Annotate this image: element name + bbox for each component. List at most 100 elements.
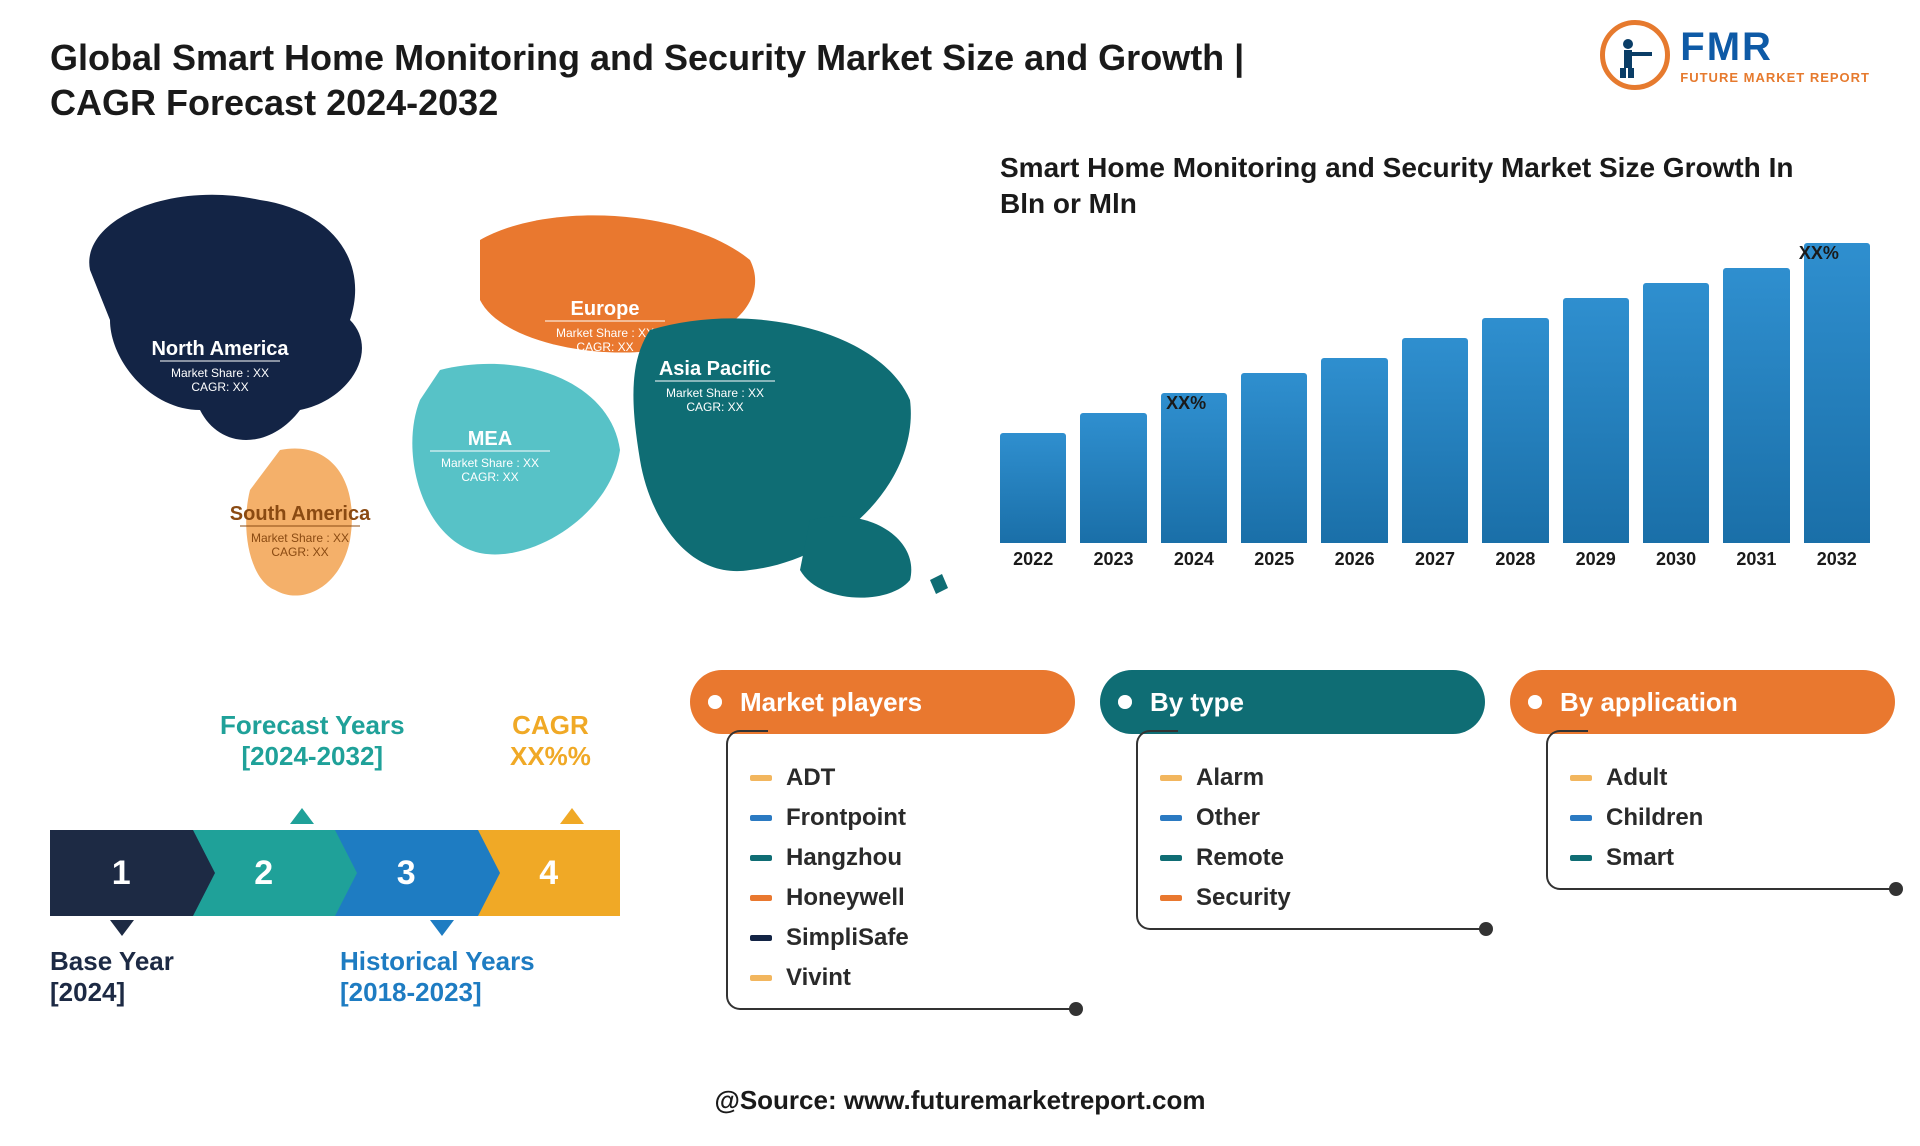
bullet-icon <box>1118 695 1132 709</box>
svg-text:CAGR: XX: CAGR: XX <box>191 380 248 394</box>
color-swatch <box>1570 775 1592 781</box>
cagr-label: CAGR XX%% <box>510 710 591 772</box>
svg-text:MEA: MEA <box>468 428 512 450</box>
category-title: By application <box>1560 687 1738 718</box>
bar-annotation: XX% <box>1166 393 1206 414</box>
bar-2024: 2024 <box>1161 393 1227 570</box>
source-attribution: @Source: www.futuremarketreport.com <box>0 1085 1920 1116</box>
category-header: Market players <box>690 670 1075 734</box>
bracket-icon: Adult Children Smart <box>1546 748 1895 890</box>
world-map: North AmericaMarket Share : XXCAGR: XXSo… <box>50 150 960 610</box>
svg-text:CAGR: XX: CAGR: XX <box>271 545 328 559</box>
arrow-down-icon <box>110 920 134 936</box>
list-item: Alarm <box>1138 758 1485 798</box>
svg-text:Market Share : XX: Market Share : XX <box>666 386 764 400</box>
bar-2025: 2025 <box>1241 373 1307 570</box>
svg-text:South America: South America <box>230 503 371 525</box>
forecast-label: Forecast Years [2024-2032] <box>220 710 405 772</box>
color-swatch <box>750 815 772 821</box>
list-item: Children <box>1548 798 1895 838</box>
bracket-icon: Alarm Other Remote Security <box>1136 748 1485 930</box>
bar-2032: 2032 <box>1804 243 1870 570</box>
list-item: Honeywell <box>728 878 1075 918</box>
timeline-steps: Forecast Years [2024-2032] CAGR XX%% 123… <box>50 710 620 1080</box>
color-swatch <box>1570 815 1592 821</box>
list-item: Smart <box>1548 838 1895 878</box>
svg-text:Market Share : XX: Market Share : XX <box>556 326 654 340</box>
item-label: Remote <box>1196 844 1284 872</box>
bar-2026: 2026 <box>1321 358 1387 570</box>
bullet-icon <box>1528 695 1542 709</box>
region-ap-aus <box>800 516 911 597</box>
timeline-step-1: 1 <box>50 830 193 916</box>
list-item: ADT <box>728 758 1075 798</box>
bullet-icon <box>708 695 722 709</box>
item-label: Frontpoint <box>786 804 906 832</box>
list-item: Frontpoint <box>728 798 1075 838</box>
bracket-icon: ADT Frontpoint Hangzhou Honeywell Simpli… <box>726 748 1075 1010</box>
bar-2029: 2029 <box>1563 298 1629 570</box>
item-label: Alarm <box>1196 764 1264 792</box>
svg-text:Market Share : XX: Market Share : XX <box>441 456 539 470</box>
region-na <box>89 195 362 440</box>
list-item: Security <box>1138 878 1485 918</box>
item-label: Children <box>1606 804 1703 832</box>
arrow-up-icon <box>290 808 314 824</box>
category-title: By type <box>1150 687 1244 718</box>
svg-text:CAGR: XX: CAGR: XX <box>461 470 518 484</box>
logo-main-text: FMR <box>1680 25 1870 70</box>
category-title: Market players <box>740 687 922 718</box>
bar-2022: 2022 <box>1000 433 1066 570</box>
color-swatch <box>1160 895 1182 901</box>
list-item: Hangzhou <box>728 838 1075 878</box>
list-item: Other <box>1138 798 1485 838</box>
page-title: Global Smart Home Monitoring and Securit… <box>50 35 1320 125</box>
color-swatch <box>750 935 772 941</box>
category-header: By type <box>1100 670 1485 734</box>
item-label: Vivint <box>786 964 851 992</box>
category-application: By application Adult Children Smart <box>1510 670 1895 890</box>
base-year-label: Base Year [2024] <box>50 946 174 1008</box>
bar-2031: 2031 <box>1723 268 1789 570</box>
list-item: Adult <box>1548 758 1895 798</box>
bar-2030: 2030 <box>1643 283 1709 570</box>
color-swatch <box>1160 855 1182 861</box>
color-swatch <box>750 895 772 901</box>
svg-text:Market Share : XX: Market Share : XX <box>251 531 349 545</box>
svg-text:North America: North America <box>151 338 289 360</box>
color-swatch <box>750 855 772 861</box>
region-ap-nz <box>930 574 948 594</box>
arrow-down-icon <box>430 920 454 936</box>
color-swatch <box>750 975 772 981</box>
item-label: Smart <box>1606 844 1674 872</box>
item-label: Security <box>1196 884 1291 912</box>
category-header: By application <box>1510 670 1895 734</box>
svg-text:Asia Pacific: Asia Pacific <box>659 358 771 380</box>
category-type: By type Alarm Other Remote Security <box>1100 670 1485 930</box>
svg-text:Market Share : XX: Market Share : XX <box>171 366 269 380</box>
item-label: Honeywell <box>786 884 905 912</box>
category-players: Market players ADT Frontpoint Hangzhou H… <box>690 670 1075 1010</box>
bar-2027: 2027 <box>1402 338 1468 570</box>
growth-bar-chart: Smart Home Monitoring and Security Marke… <box>1000 150 1870 610</box>
logo-sub-text: FUTURE MARKET REPORT <box>1680 70 1870 85</box>
brand-logo: FMR FUTURE MARKET REPORT <box>1600 20 1870 90</box>
item-label: Hangzhou <box>786 844 902 872</box>
arrow-up-icon <box>560 808 584 824</box>
bar-2028: 2028 <box>1482 318 1548 570</box>
color-swatch <box>1160 775 1182 781</box>
color-swatch <box>1570 855 1592 861</box>
svg-text:CAGR: XX: CAGR: XX <box>576 340 633 354</box>
svg-text:CAGR: XX: CAGR: XX <box>686 400 743 414</box>
list-item: Remote <box>1138 838 1485 878</box>
color-swatch <box>750 775 772 781</box>
bar-annotation: XX% <box>1799 243 1839 264</box>
historical-years-label: Historical Years [2018-2023] <box>340 946 535 1008</box>
item-label: ADT <box>786 764 835 792</box>
list-item: Vivint <box>728 958 1075 998</box>
color-swatch <box>1160 815 1182 821</box>
item-label: SimpliSafe <box>786 924 909 952</box>
svg-text:Europe: Europe <box>571 298 640 320</box>
item-label: Other <box>1196 804 1260 832</box>
item-label: Adult <box>1606 764 1667 792</box>
